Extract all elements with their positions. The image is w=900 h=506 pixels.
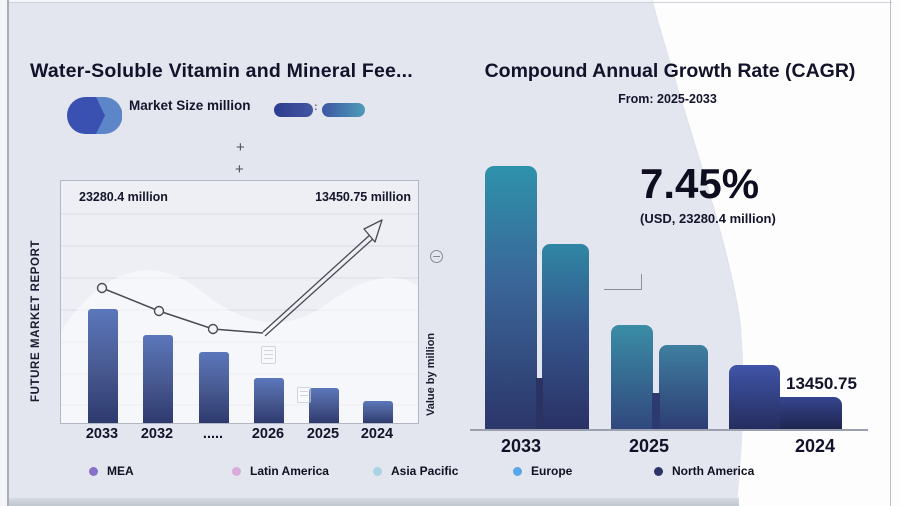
bar-dots	[199, 352, 229, 423]
window-left-border	[7, 0, 9, 506]
cagr-bar-2024-secondary	[780, 397, 842, 429]
bottom-edge-strip	[9, 498, 739, 506]
bar-2032	[143, 335, 173, 423]
bar-2033	[88, 309, 118, 423]
cagr-bar-2025-primary	[611, 325, 653, 429]
legend-item-north-america: North America	[654, 464, 754, 478]
legend-dot-icon	[232, 466, 241, 476]
left-annotation-value: 23280.4 million	[79, 190, 168, 204]
ratio-pill-left	[274, 103, 313, 117]
window-right-border	[890, 0, 891, 506]
year-label-2025: 2025	[628, 436, 670, 456]
x-label-2025: 2025	[306, 426, 340, 442]
x-label-2032: 2032	[140, 426, 174, 442]
document-watermark-icon	[297, 387, 311, 403]
right-chart-subtitle: From: 2025-2033	[618, 92, 717, 106]
cagr-percentage: 7.45%	[640, 160, 760, 207]
bar-2024	[363, 401, 393, 423]
left-chart-plot-area: 23280.4 million 13450.75 million	[60, 180, 419, 424]
right-chart-title: Compound Annual Growth Rate (CAGR)	[484, 60, 856, 82]
legend-dot-icon	[654, 466, 663, 476]
step-bracket-line	[604, 289, 642, 290]
cagr-bar-2033-secondary	[542, 244, 589, 429]
bar-2025	[309, 388, 339, 423]
legend-label: Asia Pacific	[391, 464, 459, 478]
x-label-2033: 2033	[85, 426, 119, 442]
legend-label: Europe	[531, 464, 573, 478]
dataset-label: Market Size million	[129, 98, 251, 113]
ratio-pill-right	[322, 103, 365, 117]
cagr-bar-2033-primary	[485, 166, 537, 429]
cagr-bar-2024-primary	[729, 365, 780, 429]
left-vertical-axis-label: FUTURE MARKET REPORT	[30, 239, 42, 402]
x-label-dots: .....	[202, 426, 224, 442]
left-chart-title: Water-Soluble Vitamin and Mineral Fee...	[30, 60, 413, 82]
legend-label: Latin America	[250, 464, 329, 478]
step-bracket-line	[641, 274, 642, 290]
cagr-bar-2025-base	[652, 393, 660, 429]
legend-label: MEA	[107, 464, 134, 478]
cagr-bar-2033-base	[536, 378, 543, 429]
legend-dot-icon	[513, 466, 522, 476]
legend-item-asia-pacific: Asia Pacific	[373, 464, 458, 478]
legend-item-latin-america: Latin America	[232, 464, 329, 478]
x-label-2026: 2026	[251, 426, 285, 442]
legend-item-europe: Europe	[513, 464, 572, 478]
minus-circle-icon	[430, 250, 443, 263]
bar-2026	[254, 378, 284, 423]
right-vertical-axis-label: Value by million	[425, 332, 437, 416]
right-chart-baseline	[470, 429, 868, 431]
year-label-2033: 2033	[500, 436, 542, 456]
value-label-2024: 13450.75	[786, 374, 857, 393]
x-label-2024: 2024	[360, 426, 394, 442]
document-watermark-icon	[261, 346, 276, 364]
legend-label: North America	[672, 464, 755, 478]
legend-dot-icon	[373, 466, 382, 476]
cagr-basis-value: (USD, 23280.4 million)	[640, 211, 776, 226]
plus-mark-icon: +	[236, 139, 245, 156]
database-cylinder-icon	[67, 97, 122, 134]
trend-line-with-arrow	[96, 219, 383, 337]
year-label-2024: 2024	[794, 436, 836, 456]
right-annotation-value: 13450.75 million	[315, 190, 411, 204]
ratio-separator: :	[314, 101, 318, 113]
legend-item-mea: MEA	[89, 464, 134, 478]
legend-dot-icon	[89, 466, 98, 476]
cagr-bar-2025-secondary	[659, 345, 708, 429]
plus-mark-icon: +	[235, 161, 244, 178]
window-top-border	[9, 2, 892, 3]
